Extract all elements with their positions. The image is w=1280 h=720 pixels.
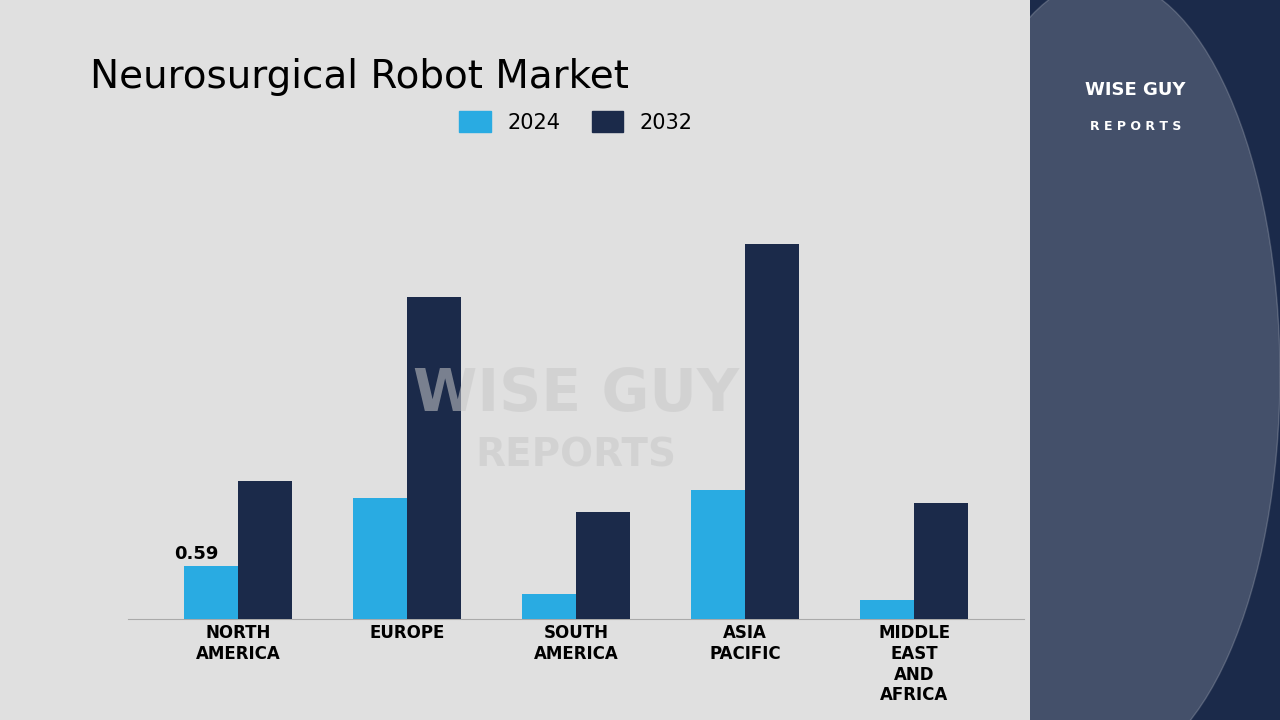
Ellipse shape <box>931 0 1280 720</box>
Text: WISE GUY: WISE GUY <box>413 366 739 423</box>
Bar <box>860 600 914 619</box>
Bar <box>184 567 238 619</box>
Legend: 2024, 2032: 2024, 2032 <box>451 102 701 141</box>
Text: REPORTS: REPORTS <box>475 436 677 474</box>
Bar <box>576 512 630 619</box>
Text: WISE GUY: WISE GUY <box>1085 81 1185 99</box>
Text: R E P O R T S: R E P O R T S <box>1089 120 1181 132</box>
Bar <box>745 243 799 619</box>
Bar <box>691 490 745 619</box>
Bar <box>238 480 292 619</box>
Bar <box>407 297 461 619</box>
Bar <box>914 503 968 619</box>
Bar <box>353 498 407 619</box>
Bar <box>522 594 576 619</box>
Text: Neurosurgical Robot Market: Neurosurgical Robot Market <box>90 58 628 96</box>
Text: 0.59: 0.59 <box>174 545 218 563</box>
